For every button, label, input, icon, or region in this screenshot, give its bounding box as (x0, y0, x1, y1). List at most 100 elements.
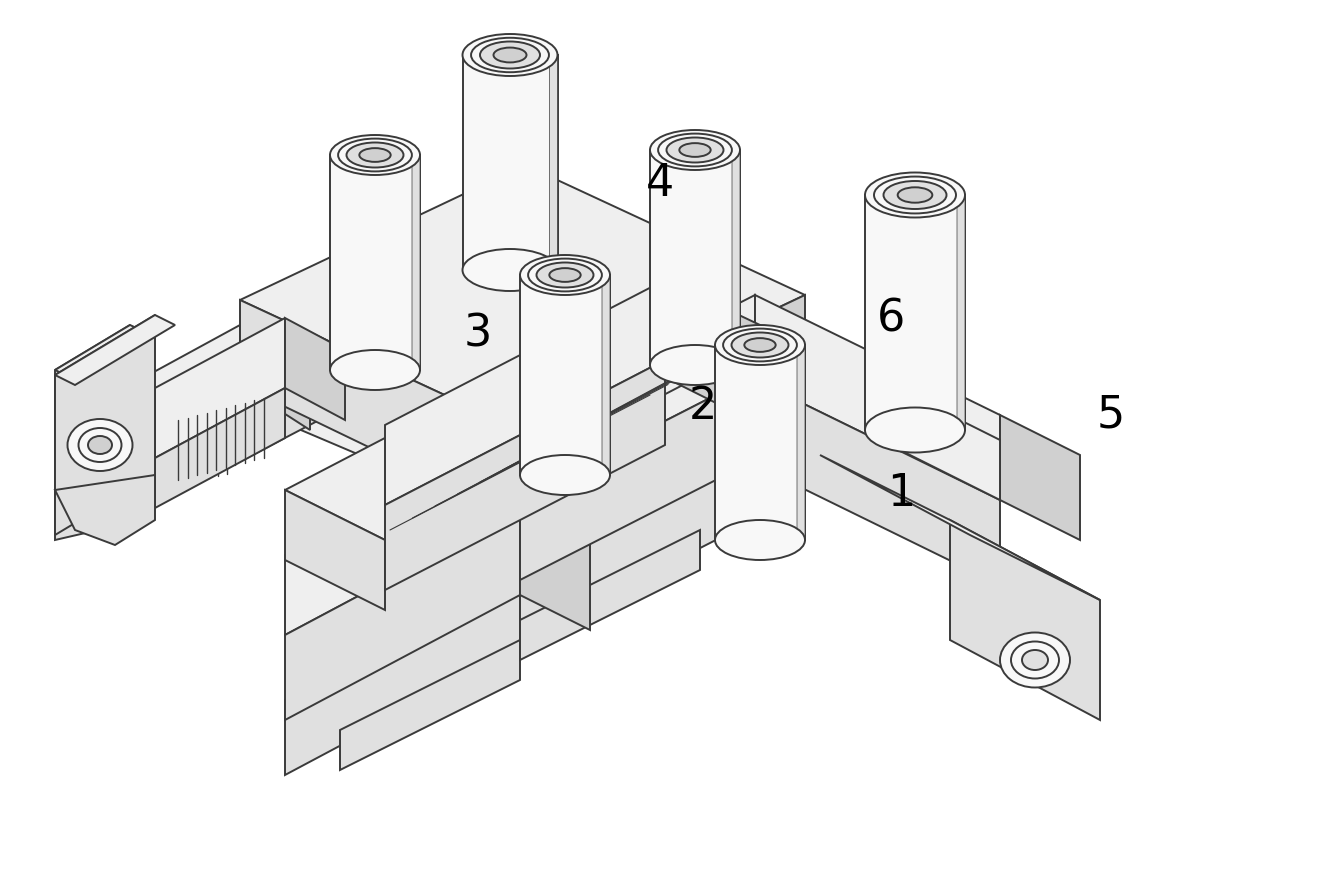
Polygon shape (330, 155, 420, 370)
Ellipse shape (732, 332, 789, 357)
Ellipse shape (898, 187, 932, 203)
Ellipse shape (73, 430, 113, 460)
Polygon shape (285, 430, 520, 635)
Text: 2: 2 (688, 385, 717, 428)
Polygon shape (54, 315, 155, 535)
Ellipse shape (68, 419, 133, 471)
Polygon shape (385, 280, 666, 505)
Ellipse shape (1010, 642, 1059, 678)
Polygon shape (650, 300, 751, 420)
Ellipse shape (715, 325, 805, 365)
Polygon shape (520, 510, 590, 630)
Polygon shape (155, 318, 285, 458)
Polygon shape (54, 475, 155, 545)
Ellipse shape (874, 177, 956, 213)
Ellipse shape (520, 255, 610, 295)
Text: 4: 4 (646, 162, 675, 205)
Polygon shape (520, 445, 754, 640)
Ellipse shape (493, 47, 526, 62)
Polygon shape (240, 325, 310, 430)
Polygon shape (412, 155, 420, 373)
Ellipse shape (865, 172, 965, 218)
Ellipse shape (528, 259, 602, 291)
Polygon shape (130, 325, 240, 445)
Ellipse shape (883, 181, 947, 209)
Ellipse shape (1000, 633, 1070, 688)
Polygon shape (520, 375, 754, 580)
Ellipse shape (549, 268, 581, 282)
Polygon shape (520, 295, 754, 495)
Ellipse shape (471, 38, 549, 73)
Ellipse shape (463, 249, 557, 291)
Ellipse shape (1022, 650, 1048, 670)
Polygon shape (650, 150, 740, 365)
Ellipse shape (62, 420, 125, 470)
Polygon shape (130, 385, 240, 510)
Polygon shape (339, 640, 520, 770)
Ellipse shape (650, 345, 740, 385)
Polygon shape (602, 275, 610, 478)
Polygon shape (797, 345, 805, 543)
Ellipse shape (723, 329, 797, 362)
Polygon shape (732, 150, 740, 368)
Text: 3: 3 (463, 312, 492, 356)
Ellipse shape (82, 436, 103, 454)
Ellipse shape (62, 420, 125, 470)
Polygon shape (155, 388, 285, 508)
Ellipse shape (679, 143, 711, 156)
Polygon shape (285, 300, 751, 540)
Ellipse shape (667, 137, 724, 163)
Ellipse shape (330, 350, 420, 390)
Polygon shape (520, 275, 610, 475)
Polygon shape (385, 360, 666, 590)
Ellipse shape (650, 130, 740, 170)
Polygon shape (54, 315, 175, 385)
Polygon shape (754, 295, 1000, 500)
Polygon shape (819, 455, 1101, 600)
Polygon shape (54, 325, 145, 377)
Ellipse shape (744, 338, 776, 352)
Polygon shape (240, 165, 805, 430)
Polygon shape (285, 575, 520, 775)
Polygon shape (1000, 415, 1079, 540)
Ellipse shape (715, 520, 805, 560)
Polygon shape (240, 300, 520, 520)
Polygon shape (754, 380, 1000, 585)
Polygon shape (285, 510, 520, 720)
Ellipse shape (658, 134, 732, 166)
Ellipse shape (537, 262, 594, 288)
Ellipse shape (480, 41, 540, 68)
Ellipse shape (72, 428, 114, 461)
Polygon shape (285, 318, 345, 420)
Polygon shape (54, 343, 130, 510)
Ellipse shape (82, 436, 103, 454)
Ellipse shape (520, 455, 610, 495)
Ellipse shape (330, 135, 420, 175)
Polygon shape (715, 345, 805, 540)
Polygon shape (54, 325, 130, 525)
Ellipse shape (88, 436, 111, 454)
Polygon shape (285, 490, 385, 610)
Text: 5: 5 (1097, 393, 1126, 437)
Ellipse shape (338, 139, 412, 171)
Polygon shape (463, 55, 557, 270)
Polygon shape (549, 55, 557, 273)
Polygon shape (195, 215, 520, 485)
Polygon shape (865, 195, 965, 430)
Polygon shape (949, 520, 1101, 720)
Polygon shape (957, 195, 965, 433)
Text: 6: 6 (876, 297, 906, 341)
Polygon shape (666, 280, 760, 405)
Text: 1: 1 (887, 472, 916, 516)
Polygon shape (520, 530, 700, 660)
Polygon shape (754, 375, 819, 495)
Polygon shape (54, 470, 119, 540)
Ellipse shape (865, 407, 965, 453)
Ellipse shape (78, 428, 122, 462)
Polygon shape (195, 215, 920, 555)
Polygon shape (520, 295, 805, 515)
Ellipse shape (359, 148, 391, 162)
Polygon shape (900, 390, 1000, 500)
Ellipse shape (463, 34, 557, 76)
Ellipse shape (346, 142, 403, 168)
